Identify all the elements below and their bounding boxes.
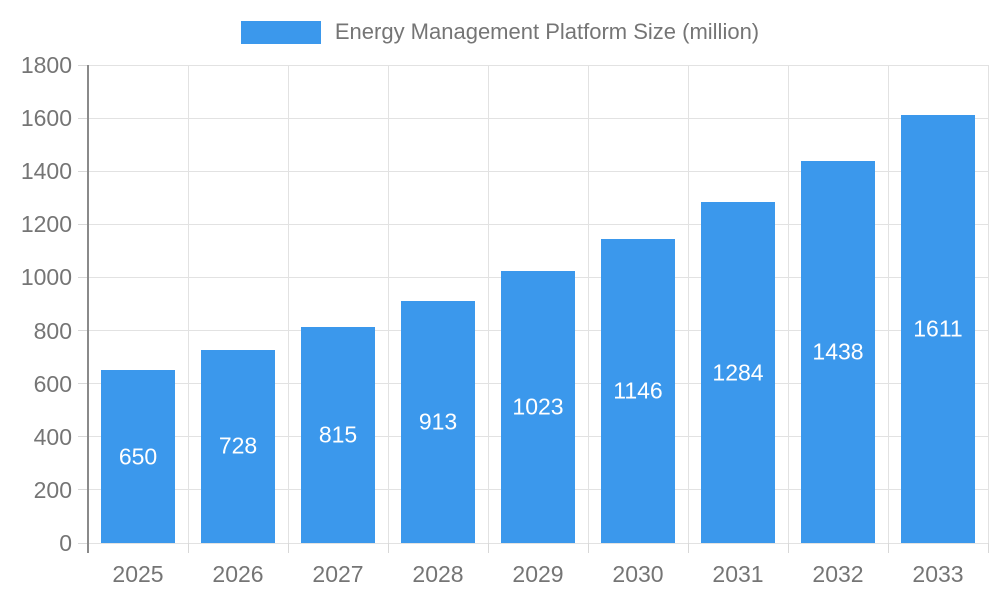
x-axis-tick	[287, 543, 289, 553]
bar: 1438	[801, 161, 875, 543]
gridline-horizontal	[88, 223, 988, 225]
x-axis-tick-label: 2027	[312, 561, 364, 587]
x-axis-tick-label: 2029	[512, 561, 564, 587]
y-axis-tick	[78, 223, 88, 225]
gridline-horizontal	[88, 64, 988, 66]
x-axis-tick	[787, 543, 789, 553]
y-axis-tick-label: 1600	[20, 105, 72, 132]
y-axis-tick-label: 1000	[20, 264, 72, 291]
y-axis-tick	[78, 542, 88, 544]
bar-value-label: 1284	[712, 359, 764, 385]
legend-item[interactable]: Energy Management Platform Size (million…	[0, 19, 1000, 45]
y-axis-tick-label: 1400	[20, 158, 72, 185]
bar: 815	[301, 326, 375, 543]
x-axis-tick-label: 2028	[412, 561, 464, 587]
y-axis-tick-label: 1200	[20, 211, 72, 238]
x-axis-tick-label: 2032	[812, 561, 864, 587]
y-axis-tick-label: 600	[33, 370, 72, 397]
x-axis-tick	[987, 543, 989, 553]
y-axis-tick-label: 400	[33, 423, 72, 450]
x-axis-tick	[387, 543, 389, 553]
bar: 650	[101, 370, 175, 543]
y-axis-tick-label: 200	[33, 476, 72, 503]
bar: 1023	[501, 271, 575, 543]
bar-value-label: 815	[318, 421, 358, 448]
bar: 1146	[601, 238, 675, 543]
x-axis-tick-label: 2025	[112, 561, 164, 587]
bar: 1611	[901, 115, 975, 543]
y-axis-tick	[78, 330, 88, 332]
y-axis-tick	[78, 383, 88, 385]
y-axis-tick	[78, 276, 88, 278]
y-axis-line	[87, 65, 89, 553]
gridline-vertical	[587, 65, 589, 543]
y-axis-tick	[78, 170, 88, 172]
bar-value-label: 913	[418, 408, 458, 435]
x-axis-tick	[887, 543, 889, 553]
x-axis-tick	[587, 543, 589, 553]
bar-value-label: 1146	[613, 377, 663, 404]
gridline-vertical	[787, 65, 789, 543]
gridline-horizontal	[88, 117, 988, 119]
y-axis-tick	[78, 117, 88, 119]
gridline-vertical	[487, 65, 489, 543]
y-axis-tick	[78, 489, 88, 491]
gridline-vertical	[987, 65, 989, 543]
y-axis-tick	[78, 64, 88, 66]
bar-value-label: 650	[118, 443, 158, 470]
y-axis-tick-label: 800	[33, 317, 72, 344]
x-axis-tick-label: 2026	[212, 561, 264, 587]
gridline-vertical	[387, 65, 389, 543]
y-axis-tick-label: 0	[59, 530, 72, 556]
x-axis-tick-label: 2033	[912, 561, 964, 587]
bar-value-label: 1611	[913, 315, 963, 342]
gridline-horizontal	[88, 542, 988, 544]
bar-value-label: 1438	[812, 338, 864, 365]
gridline-vertical	[887, 65, 889, 543]
bar: 1284	[701, 202, 775, 543]
x-axis-tick-label: 2030	[612, 561, 664, 587]
gridline-horizontal	[88, 170, 988, 172]
legend-label: Energy Management Platform Size (million…	[334, 19, 760, 44]
legend-swatch	[240, 20, 321, 44]
bar: 728	[201, 349, 275, 543]
y-axis-tick	[78, 436, 88, 438]
x-axis-tick	[487, 543, 489, 553]
x-axis-tick	[687, 543, 689, 553]
y-axis-tick-label: 1800	[20, 52, 72, 78]
x-axis-tick	[187, 543, 189, 553]
bar-value-label: 1023	[512, 393, 564, 420]
gridline-vertical	[687, 65, 689, 543]
gridline-vertical	[287, 65, 289, 543]
gridline-vertical	[187, 65, 189, 543]
bar: 913	[401, 300, 475, 543]
x-axis-tick-label: 2031	[712, 561, 764, 587]
bar-value-label: 728	[218, 432, 258, 459]
